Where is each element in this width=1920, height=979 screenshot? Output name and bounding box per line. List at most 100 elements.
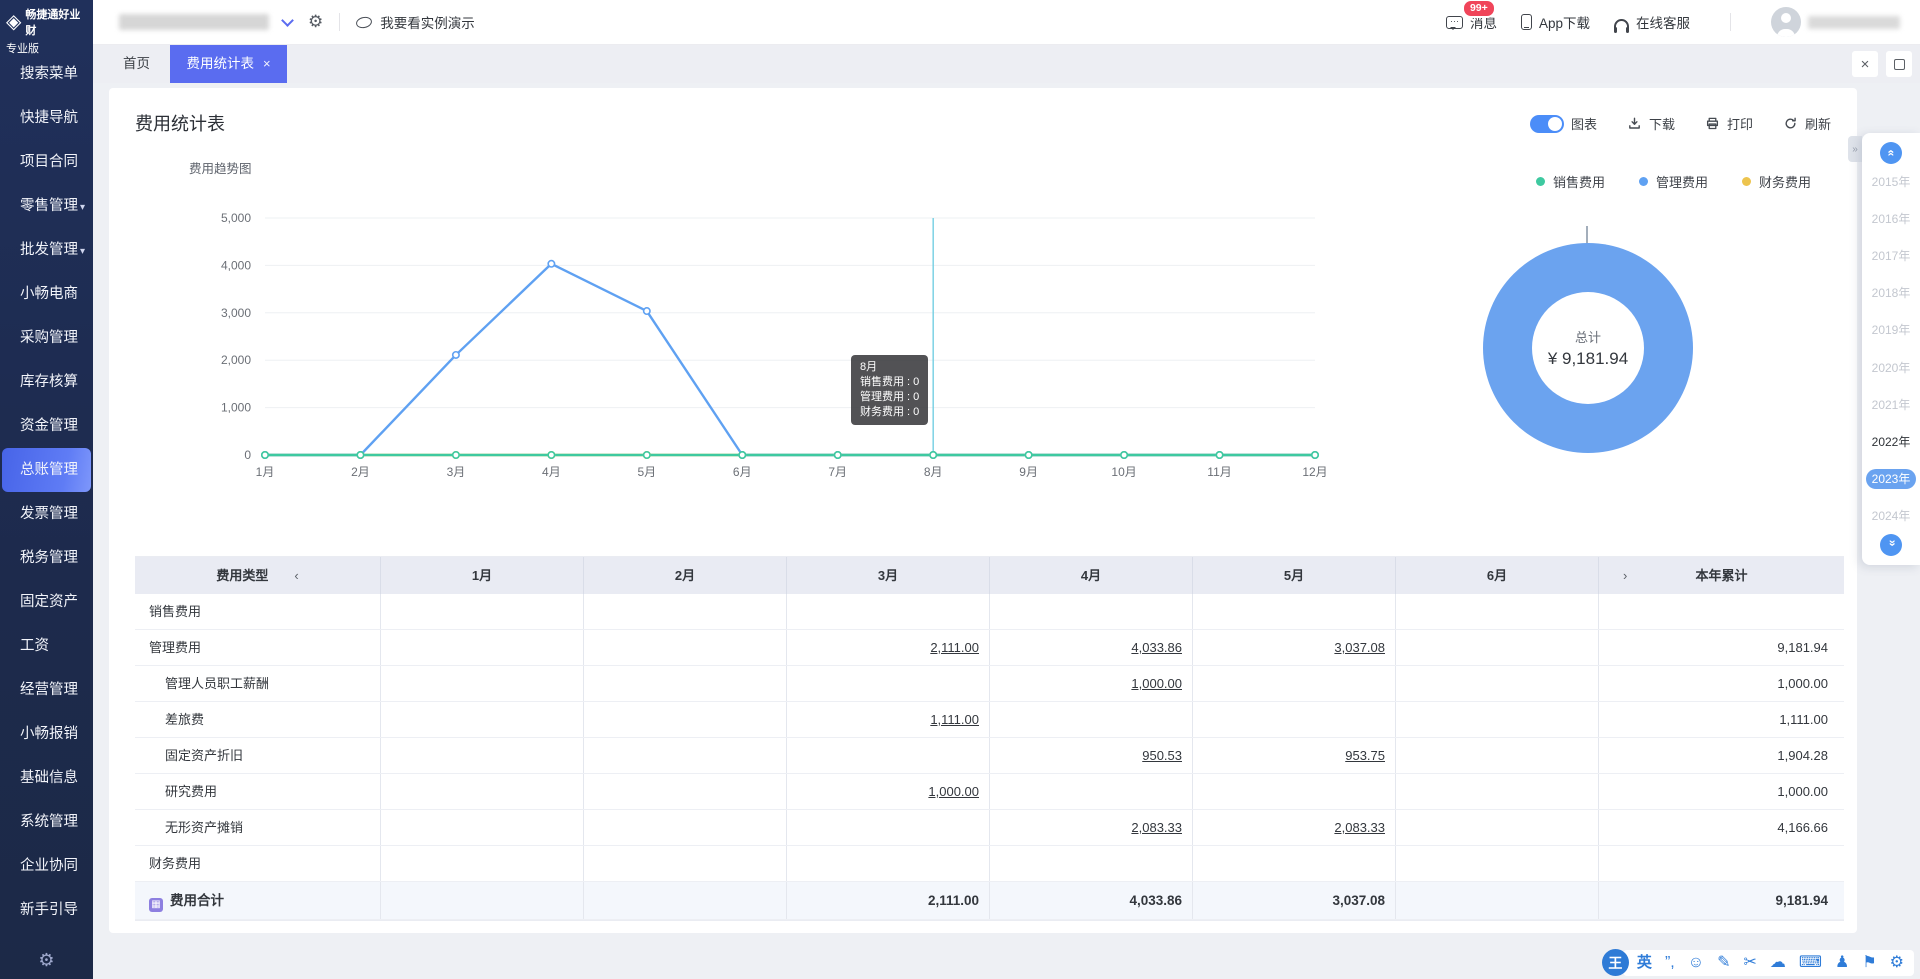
cell-value[interactable]: 950.53 bbox=[1142, 748, 1182, 763]
table-body: 销售费用 管理费用 2,111.00 4,033.86 3,037.08 9,181.94… bbox=[135, 594, 1844, 920]
year-item-2019[interactable]: 2019年 bbox=[1871, 323, 1911, 338]
year-item-2017[interactable]: 2017年 bbox=[1871, 249, 1911, 264]
download-icon bbox=[1629, 117, 1640, 129]
refresh-button[interactable]: 刷新 bbox=[1783, 114, 1831, 133]
year-panel-handle[interactable]: » bbox=[1848, 136, 1862, 162]
cell-value[interactable]: 1,111.00 bbox=[930, 712, 979, 727]
online-service-button[interactable]: 在线客服 bbox=[1614, 12, 1690, 33]
sidebar-item-17[interactable]: 系统管理 bbox=[0, 800, 93, 844]
user-name bbox=[1808, 15, 1900, 29]
sidebar-item-11[interactable]: 税务管理 bbox=[0, 536, 93, 580]
demo-link[interactable]: 我要看实例演示 bbox=[355, 12, 475, 32]
sidebar-item-2[interactable]: 项目合同 bbox=[0, 140, 93, 184]
sidebar-item-9[interactable]: 总账管理 bbox=[2, 448, 91, 492]
settings-icon[interactable]: ⚙ bbox=[1889, 953, 1904, 971]
cell-m2 bbox=[584, 882, 787, 919]
tab-expense-report[interactable]: 费用统计表 × bbox=[170, 45, 287, 83]
year-item-2015[interactable]: 2015年 bbox=[1871, 175, 1911, 189]
account-icon[interactable]: ♟ bbox=[1834, 953, 1850, 971]
table-row-3: 差旅费 1,111.00 1,111.00 bbox=[135, 702, 1844, 738]
years-scroll-down-button[interactable]: « bbox=[1880, 534, 1902, 556]
donut-label-line bbox=[1586, 226, 1588, 244]
ime-logo-icon[interactable]: 王 bbox=[1601, 949, 1629, 976]
cell-value[interactable]: 953.75 bbox=[1345, 748, 1385, 763]
table-header-label: 6月 bbox=[1486, 568, 1508, 583]
handwriting-icon[interactable]: ✎ bbox=[1717, 953, 1731, 971]
user-account[interactable] bbox=[1771, 7, 1900, 37]
gear-icon[interactable]: ⚙ bbox=[308, 12, 324, 31]
fullscreen-button[interactable] bbox=[1886, 51, 1912, 77]
keyboard-icon[interactable]: ⌨ bbox=[1798, 953, 1822, 971]
sidebar-item-12[interactable]: 固定资产 bbox=[0, 580, 93, 624]
page-controls: 图表 下载 打印 刷新 bbox=[1529, 114, 1831, 133]
cell-value[interactable]: 2,111.00 bbox=[930, 640, 979, 655]
sidebar-item-16[interactable]: 基础信息 bbox=[0, 756, 93, 800]
tab-home[interactable]: 首页 bbox=[123, 56, 150, 71]
sidebar-item-8[interactable]: 资金管理 bbox=[0, 404, 93, 448]
cell-m2 bbox=[584, 738, 787, 773]
chevron-down-icon[interactable] bbox=[281, 13, 294, 27]
company-selector[interactable] bbox=[119, 14, 269, 30]
close-all-tabs-button[interactable]: × bbox=[1852, 51, 1878, 77]
sidebar-item-3[interactable]: 零售管理 ▾ bbox=[0, 184, 93, 228]
next-months-chevron-icon[interactable]: › bbox=[1623, 568, 1628, 583]
cell-value[interactable]: 3,037.08 bbox=[1334, 640, 1385, 655]
total-value: 9,181.94 bbox=[1775, 893, 1828, 908]
year-item-2022[interactable]: 2022年 bbox=[1871, 434, 1911, 449]
app-download-button[interactable]: App下载 bbox=[1520, 12, 1590, 32]
legend-item-财务费用[interactable]: 财务费用 bbox=[1741, 172, 1811, 191]
cell-total: 1,000.00 bbox=[1599, 666, 1844, 701]
sidebar-item-label: 基础信息 bbox=[20, 770, 78, 786]
legend-item-销售费用[interactable]: 销售费用 bbox=[1535, 172, 1605, 191]
sidebar-item-14[interactable]: 经营管理 bbox=[0, 668, 93, 712]
refresh-icon bbox=[1785, 117, 1796, 129]
row-name-label: 无形资产摊销 bbox=[165, 820, 244, 835]
cloud-icon[interactable]: ☁ bbox=[1769, 953, 1786, 971]
year-item-2024[interactable]: 2024年 bbox=[1871, 508, 1911, 523]
table-header-1: 1月 bbox=[381, 557, 584, 594]
sidebar-item-19[interactable]: 新手引导 bbox=[0, 888, 93, 932]
cell-value[interactable]: 2,083.33 bbox=[1131, 820, 1182, 835]
chart-toggle[interactable]: 图表 bbox=[1529, 114, 1597, 133]
table-header-label: 5月 bbox=[1283, 568, 1305, 583]
sidebar-item-label: 小畅电商 bbox=[20, 286, 78, 302]
sidebar-item-7[interactable]: 库存核算 bbox=[0, 360, 93, 404]
lang-cn-en-icon[interactable]: 英 bbox=[1636, 953, 1652, 971]
cell-value[interactable]: 2,083.33 bbox=[1334, 820, 1385, 835]
messages-button[interactable]: ··· 消息 99+ bbox=[1445, 0, 1497, 32]
sidebar-item-1[interactable]: 快捷导航 bbox=[0, 96, 93, 140]
sidebar-item-13[interactable]: 工资 bbox=[0, 624, 93, 668]
sidebar-item-6[interactable]: 采购管理 bbox=[0, 316, 93, 360]
download-button[interactable]: 下载 bbox=[1627, 114, 1675, 133]
years-scroll-up-button[interactable]: « bbox=[1880, 142, 1902, 164]
punctuation-icon[interactable]: ”, bbox=[1664, 953, 1675, 971]
year-item-2023[interactable]: 2023年 bbox=[1865, 468, 1917, 489]
topbar: ⚙ 我要看实例演示 ··· 消息 99+ App下载 在线客服 bbox=[93, 0, 1920, 45]
sidebar-item-4[interactable]: 批发管理 ▾ bbox=[0, 228, 93, 272]
cell-value[interactable]: 1,000.00 bbox=[1131, 676, 1182, 691]
sidebar-item-15[interactable]: 小畅报销 bbox=[0, 712, 93, 756]
sidebar-item-5[interactable]: 小畅电商 bbox=[0, 272, 93, 316]
sidebar-settings-gear-icon[interactable]: ⚙ bbox=[38, 950, 55, 970]
cell-value[interactable]: 1,000.00 bbox=[928, 784, 979, 799]
sidebar-item-10[interactable]: 发票管理 bbox=[0, 492, 93, 536]
sidebar-item-18[interactable]: 企业协同 bbox=[0, 844, 93, 888]
prev-months-chevron-icon[interactable]: ‹ bbox=[294, 568, 299, 583]
print-button[interactable]: 打印 bbox=[1705, 114, 1753, 133]
year-item-2016[interactable]: 2016年 bbox=[1871, 212, 1911, 227]
skin-icon[interactable]: ⚑ bbox=[1862, 953, 1877, 971]
year-item-2021[interactable]: 2021年 bbox=[1871, 397, 1911, 412]
sidebar-item-label: 搜索菜单 bbox=[20, 66, 78, 82]
sidebar-item-0[interactable]: 搜索菜单 bbox=[0, 52, 93, 96]
legend-item-管理费用[interactable]: 管理费用 bbox=[1638, 172, 1708, 191]
screenshot-icon[interactable]: ✂ bbox=[1743, 953, 1757, 971]
emoji-icon[interactable]: ☺ bbox=[1687, 953, 1705, 971]
cell-value[interactable]: 4,033.86 bbox=[1131, 640, 1182, 655]
year-item-2018[interactable]: 2018年 bbox=[1871, 286, 1911, 301]
refresh-label: 刷新 bbox=[1804, 117, 1831, 132]
cell-m4: 2,083.33 bbox=[990, 810, 1193, 845]
close-icon[interactable]: × bbox=[262, 56, 271, 71]
toggle-switch[interactable] bbox=[1529, 114, 1564, 133]
year-item-2020[interactable]: 2020年 bbox=[1871, 360, 1911, 375]
sidebar-item-label: 采购管理 bbox=[20, 330, 78, 346]
